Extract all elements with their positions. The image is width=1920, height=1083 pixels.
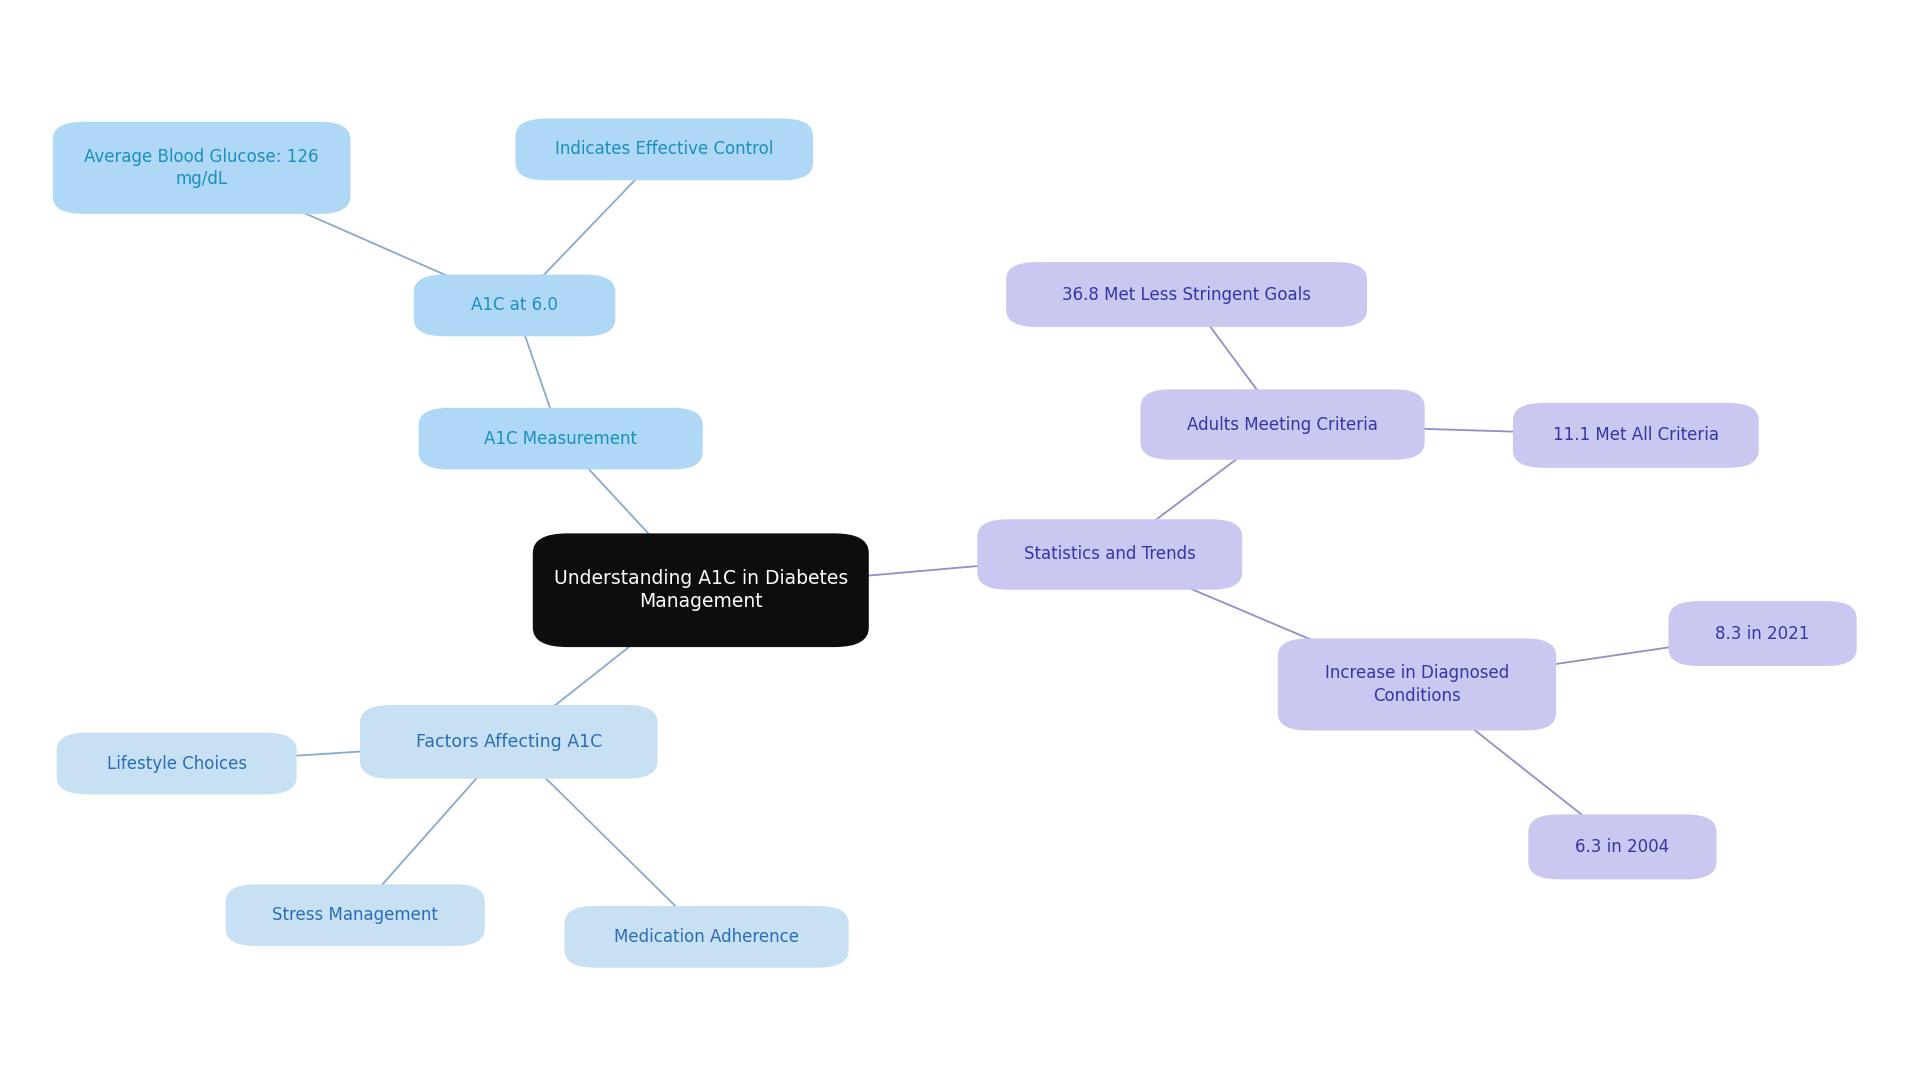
Text: Lifestyle Choices: Lifestyle Choices	[108, 755, 246, 772]
FancyBboxPatch shape	[52, 122, 349, 214]
FancyBboxPatch shape	[1140, 389, 1425, 459]
FancyBboxPatch shape	[227, 884, 484, 947]
Text: Stress Management: Stress Management	[273, 906, 438, 924]
FancyBboxPatch shape	[564, 905, 849, 968]
Text: Increase in Diagnosed
Conditions: Increase in Diagnosed Conditions	[1325, 664, 1509, 705]
FancyBboxPatch shape	[515, 119, 814, 180]
Text: Factors Affecting A1C: Factors Affecting A1C	[415, 733, 603, 751]
Text: A1C at 6.0: A1C at 6.0	[470, 297, 559, 314]
FancyBboxPatch shape	[1528, 814, 1716, 879]
Text: 36.8 Met Less Stringent Goals: 36.8 Met Less Stringent Goals	[1062, 286, 1311, 303]
FancyBboxPatch shape	[977, 520, 1242, 589]
FancyBboxPatch shape	[1006, 262, 1367, 327]
Text: Statistics and Trends: Statistics and Trends	[1023, 546, 1196, 563]
Text: 6.3 in 2004: 6.3 in 2004	[1574, 838, 1670, 856]
Text: Understanding A1C in Diabetes
Management: Understanding A1C in Diabetes Management	[553, 569, 849, 612]
FancyBboxPatch shape	[1513, 403, 1759, 468]
Text: Indicates Effective Control: Indicates Effective Control	[555, 141, 774, 158]
FancyBboxPatch shape	[1668, 601, 1857, 666]
FancyBboxPatch shape	[58, 733, 296, 795]
Text: 8.3 in 2021: 8.3 in 2021	[1715, 625, 1811, 642]
Text: A1C Measurement: A1C Measurement	[484, 430, 637, 447]
FancyBboxPatch shape	[1279, 639, 1555, 730]
Text: Medication Adherence: Medication Adherence	[614, 928, 799, 945]
Text: 11.1 Met All Criteria: 11.1 Met All Criteria	[1553, 427, 1718, 444]
Text: Adults Meeting Criteria: Adults Meeting Criteria	[1187, 416, 1379, 433]
FancyBboxPatch shape	[532, 533, 868, 647]
FancyBboxPatch shape	[419, 407, 703, 470]
Text: Average Blood Glucose: 126
mg/dL: Average Blood Glucose: 126 mg/dL	[84, 147, 319, 188]
FancyBboxPatch shape	[361, 705, 657, 779]
FancyBboxPatch shape	[415, 274, 614, 336]
